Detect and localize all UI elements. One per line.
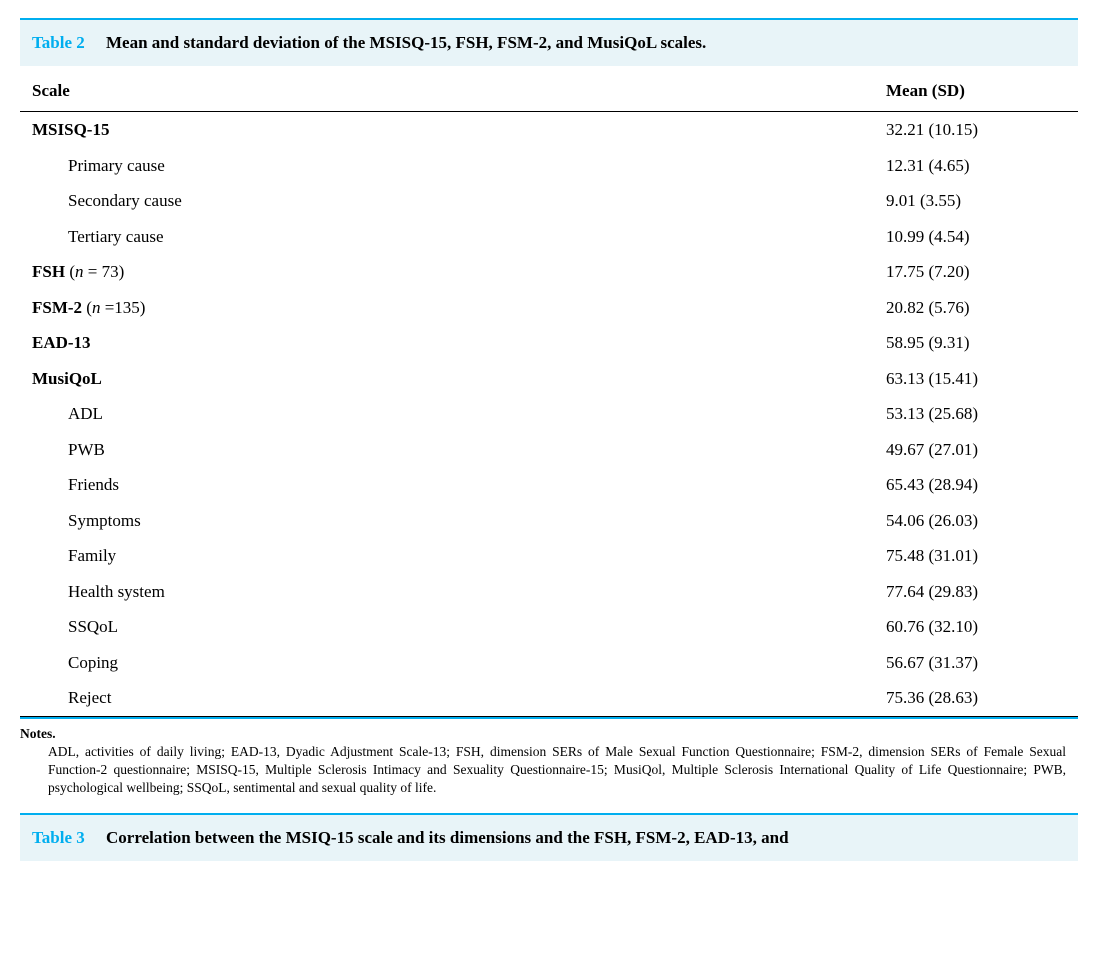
table-row: MSISQ-15 32.21 (10.15) xyxy=(20,112,1078,148)
table2-label: Table 2 xyxy=(32,33,85,52)
scale-text: Secondary cause xyxy=(68,191,182,210)
scale-text: Health system xyxy=(68,582,165,601)
scale-text: Coping xyxy=(68,653,118,672)
scale-bold: FSM-2 xyxy=(32,298,82,317)
table2: Scale Mean (SD) MSISQ-1532.21 (10.15)Pri… xyxy=(20,70,1078,716)
scale-bold: EAD-13 xyxy=(32,333,91,352)
scale-cell: Secondary cause xyxy=(20,183,874,219)
scale-cell: FSH (n = 73) xyxy=(20,254,874,290)
italic-n: n xyxy=(92,298,101,317)
table-row: FSM-2 (n =135)20.82 (5.76) xyxy=(20,290,1078,326)
scale-cell: FSM-2 (n =135) xyxy=(20,290,874,326)
scale-cell: Family xyxy=(20,538,874,574)
table-row: Family 75.48 (31.01) xyxy=(20,538,1078,574)
scale-cell: PWB xyxy=(20,432,874,468)
value-cell: 75.48 (31.01) xyxy=(874,538,1078,574)
italic-n: n xyxy=(75,262,84,281)
table-row: Symptoms 54.06 (26.03) xyxy=(20,503,1078,539)
table2-bottom-rule xyxy=(20,716,1078,719)
table3-label: Table 3 xyxy=(32,828,85,847)
scale-cell: MSISQ-15 xyxy=(20,112,874,148)
table-row: PWB 49.67 (27.01) xyxy=(20,432,1078,468)
n-text: (n =135) xyxy=(82,298,145,317)
table-row: Coping 56.67 (31.37) xyxy=(20,645,1078,681)
value-cell: 9.01 (3.55) xyxy=(874,183,1078,219)
table2-title: Mean and standard deviation of the MSISQ… xyxy=(106,33,706,52)
table-row: FSH (n = 73)17.75 (7.20) xyxy=(20,254,1078,290)
value-cell: 12.31 (4.65) xyxy=(874,148,1078,184)
scale-text: Family xyxy=(68,546,116,565)
table-row: Primary cause 12.31 (4.65) xyxy=(20,148,1078,184)
table-row: MusiQoL 63.13 (15.41) xyxy=(20,361,1078,397)
notes-label: Notes. xyxy=(20,725,1078,743)
table-row: Reject 75.36 (28.63) xyxy=(20,680,1078,716)
n-text: (n = 73) xyxy=(65,262,124,281)
scale-cell: MusiQoL xyxy=(20,361,874,397)
table2-header: Table 2 Mean and standard deviation of t… xyxy=(20,18,1078,66)
scale-cell: SSQoL xyxy=(20,609,874,645)
notes-block: Notes. ADL, activities of daily living; … xyxy=(20,725,1078,798)
table-row: SSQoL 60.76 (32.10) xyxy=(20,609,1078,645)
value-cell: 49.67 (27.01) xyxy=(874,432,1078,468)
scale-cell: ADL xyxy=(20,396,874,432)
value-cell: 10.99 (4.54) xyxy=(874,219,1078,255)
scale-cell: Reject xyxy=(20,680,874,716)
table-row: Tertiary cause 10.99 (4.54) xyxy=(20,219,1078,255)
table3-header: Table 3 Correlation between the MSIQ-15 … xyxy=(20,813,1078,861)
scale-text: Reject xyxy=(68,688,111,707)
table2-title-sep xyxy=(89,33,102,52)
scale-bold: FSH xyxy=(32,262,65,281)
scale-bold: MusiQoL xyxy=(32,369,102,388)
scale-cell: Health system xyxy=(20,574,874,610)
scale-cell: Friends xyxy=(20,467,874,503)
table-row: Friends 65.43 (28.94) xyxy=(20,467,1078,503)
scale-cell: EAD-13 xyxy=(20,325,874,361)
scale-text: SSQoL xyxy=(68,617,118,636)
value-cell: 75.36 (28.63) xyxy=(874,680,1078,716)
table-row: Health system 77.64 (29.83) xyxy=(20,574,1078,610)
notes-text: ADL, activities of daily living; EAD-13,… xyxy=(20,743,1078,798)
scale-text: Tertiary cause xyxy=(68,227,164,246)
scale-bold: MSISQ-15 xyxy=(32,120,109,139)
value-cell: 32.21 (10.15) xyxy=(874,112,1078,148)
col-mean-sd: Mean (SD) xyxy=(874,70,1078,112)
table-row: Secondary cause 9.01 (3.55) xyxy=(20,183,1078,219)
value-cell: 77.64 (29.83) xyxy=(874,574,1078,610)
value-cell: 20.82 (5.76) xyxy=(874,290,1078,326)
scale-cell: Symptoms xyxy=(20,503,874,539)
value-cell: 63.13 (15.41) xyxy=(874,361,1078,397)
scale-text: Symptoms xyxy=(68,511,141,530)
table3-title: Correlation between the MSIQ-15 scale an… xyxy=(106,828,789,847)
scale-cell: Coping xyxy=(20,645,874,681)
scale-cell: Primary cause xyxy=(20,148,874,184)
value-cell: 17.75 (7.20) xyxy=(874,254,1078,290)
value-cell: 65.43 (28.94) xyxy=(874,467,1078,503)
col-scale: Scale xyxy=(20,70,874,112)
table3-title-sep xyxy=(89,828,102,847)
table-row: ADL 53.13 (25.68) xyxy=(20,396,1078,432)
value-cell: 53.13 (25.68) xyxy=(874,396,1078,432)
value-cell: 58.95 (9.31) xyxy=(874,325,1078,361)
table-row: EAD-13 58.95 (9.31) xyxy=(20,325,1078,361)
scale-text: Primary cause xyxy=(68,156,165,175)
scale-text: Friends xyxy=(68,475,119,494)
value-cell: 60.76 (32.10) xyxy=(874,609,1078,645)
scale-text: PWB xyxy=(68,440,105,459)
scale-text: ADL xyxy=(68,404,103,423)
value-cell: 54.06 (26.03) xyxy=(874,503,1078,539)
value-cell: 56.67 (31.37) xyxy=(874,645,1078,681)
scale-cell: Tertiary cause xyxy=(20,219,874,255)
